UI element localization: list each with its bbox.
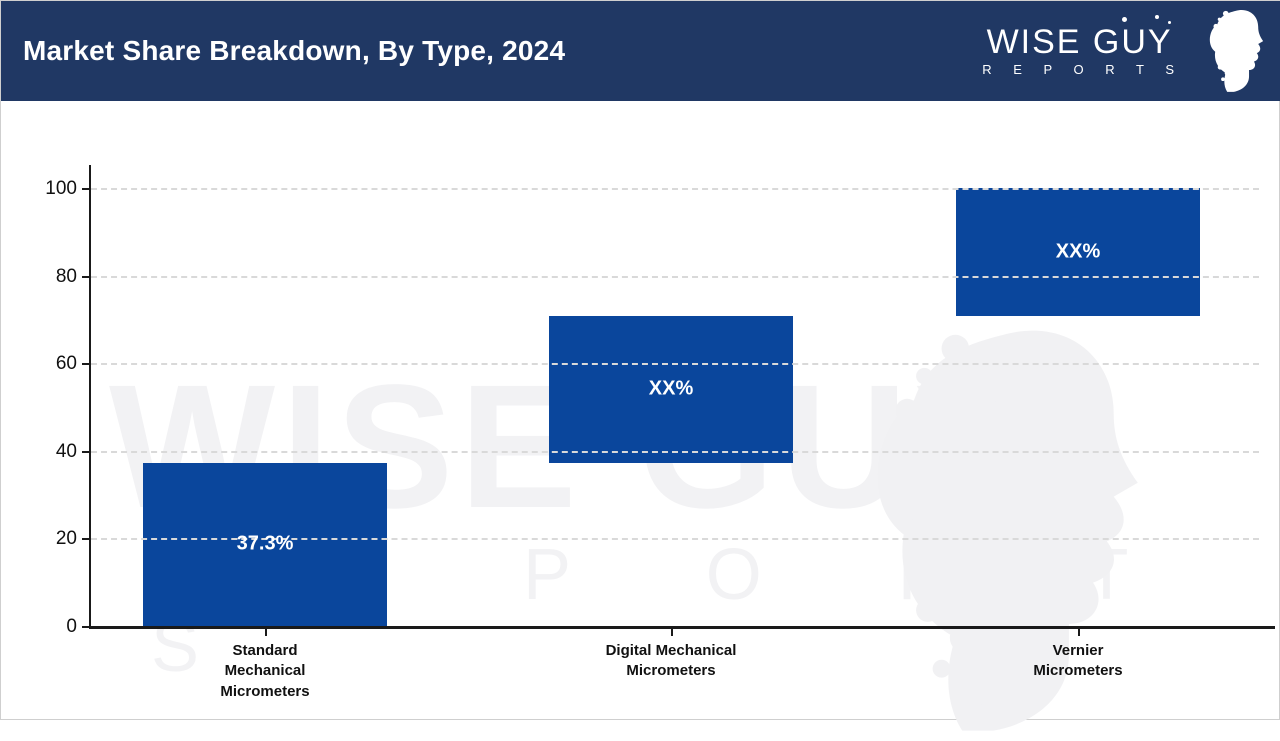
y-axis-tick-label: 60 bbox=[55, 353, 77, 375]
y-axis-tick bbox=[82, 450, 89, 453]
y-axis-tick bbox=[82, 363, 89, 366]
gridline bbox=[91, 275, 1259, 278]
bar-value-label: XX% bbox=[648, 377, 694, 400]
y-axis-tick bbox=[82, 626, 89, 628]
bar-value-label: XX% bbox=[1055, 240, 1101, 263]
x-axis-category-label: Vernier Micrometers bbox=[1033, 642, 1123, 680]
logo-dot bbox=[1154, 15, 1159, 19]
y-axis-tick-label: 100 bbox=[45, 178, 77, 199]
bar-standard-mechanical-micrometers bbox=[143, 462, 387, 626]
wiseguy-logo-text: WISE GUY R E P O R T S bbox=[976, 15, 1183, 77]
gridline bbox=[91, 538, 1259, 541]
y-axis-tick bbox=[82, 538, 89, 541]
logo-dot bbox=[1121, 17, 1127, 22]
header-bar: Market Share Breakdown, By Type, 2024 WI… bbox=[1, 1, 1280, 101]
wiseguy-logo-wordmark: WISE GUY bbox=[987, 15, 1173, 59]
x-axis-tick bbox=[265, 629, 267, 636]
gridline bbox=[91, 363, 1259, 366]
y-axis-line bbox=[89, 165, 91, 628]
wiseguy-logo: WISE GUY R E P O R T S bbox=[976, 1, 1273, 101]
bar-value-label: 37.3% bbox=[236, 532, 294, 555]
y-axis-tick bbox=[82, 275, 89, 278]
wiseguy-logo-reports: R E P O R T S bbox=[982, 62, 1183, 77]
bar-digital-mechanical-micrometers bbox=[549, 315, 793, 463]
y-axis-tick-label: 40 bbox=[55, 440, 77, 462]
y-axis-tick-label: 20 bbox=[55, 528, 77, 550]
y-axis-tick-label: 0 bbox=[66, 616, 77, 637]
bar-vernier-micrometers bbox=[956, 188, 1200, 316]
x-axis-category-label: Standard Mechanical Micrometers bbox=[220, 642, 310, 700]
logo-dot bbox=[1167, 21, 1171, 24]
page-title: Market Share Breakdown, By Type, 2024 bbox=[23, 35, 566, 66]
x-axis-tick bbox=[671, 629, 673, 636]
chart-plot-area: WISE GUY R E P O R T S 37.3% XX% XX% 0 20 40… bbox=[1, 101, 1280, 731]
x-axis-line bbox=[89, 626, 1275, 629]
gridline bbox=[91, 450, 1259, 453]
gridline bbox=[91, 188, 1259, 190]
wiseguy-face-icon bbox=[1209, 9, 1264, 92]
y-axis-tick bbox=[82, 188, 89, 190]
x-axis-category-label: Digital Mechanical Micrometers bbox=[605, 642, 737, 680]
x-axis-tick bbox=[1078, 629, 1080, 636]
y-axis-tick-label: 80 bbox=[55, 265, 77, 287]
